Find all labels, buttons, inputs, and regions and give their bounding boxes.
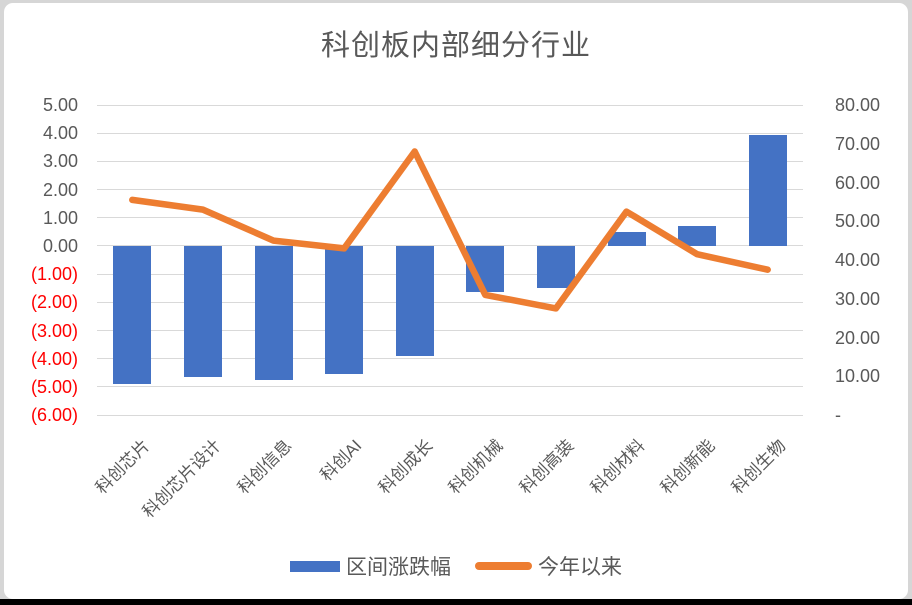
chart-card (4, 3, 908, 599)
bar-科创芯片设计 (183, 245, 222, 377)
bar-科创AI (325, 245, 364, 375)
gridline (97, 386, 803, 388)
gridline (97, 414, 803, 416)
left-axis-ticks: 5.00 4.00 3.00 2.00 1.00 0.00 (1.00) (2.00) (3.0… (0, 95, 78, 425)
left-axis-tick: (4.00) (30, 348, 78, 369)
right-axis-tick: 70.00 (835, 133, 881, 154)
bar-swatch-icon (290, 560, 340, 572)
bar-科创材料 (607, 231, 646, 246)
gridline (97, 301, 803, 303)
right-axis-tick: 30.00 (835, 288, 881, 309)
gridline (97, 330, 803, 331)
legend-bar-label: 区间涨跌幅 (346, 556, 451, 579)
bar-科创信息 (254, 245, 293, 380)
bottom-bar (0, 599, 912, 605)
right-axis-tick: 80.00 (835, 95, 881, 115)
gridline (97, 132, 803, 134)
left-axis-tick: (1.00) (30, 264, 78, 285)
chart-title: 科创板内部细分行业 (320, 30, 591, 62)
bar-科创芯片 (113, 245, 152, 384)
left-axis-tick: 3.00 (42, 151, 78, 172)
right-axis-ticks: 80.00 70.00 60.00 50.00 40.00 30.00 20.00 10.00… (835, 95, 910, 425)
right-axis-tick: 60.00 (835, 172, 881, 193)
left-axis-tick: 4.00 (42, 123, 78, 144)
right-axis-tick: 40.00 (835, 250, 881, 270)
gridline (97, 160, 803, 162)
gridline (97, 104, 803, 106)
left-axis-tick: 1.00 (42, 207, 78, 228)
bar-科创高装 (536, 245, 575, 289)
bar-科创新能 (678, 226, 717, 246)
line-swatch-icon (475, 562, 532, 570)
left-axis-tick: (2.00) (30, 292, 78, 313)
left-axis-tick: (6.00) (30, 405, 78, 425)
left-axis-tick: (5.00) (30, 376, 78, 397)
right-axis-tick: - (835, 405, 841, 425)
left-axis-tick: 0.00 (42, 235, 78, 256)
left-axis-tick: 2.00 (42, 179, 78, 200)
legend-item-line: 今年以来 (475, 551, 622, 581)
line-series (129, 148, 771, 312)
legend-item-bar: 区间涨跌幅 (290, 551, 451, 581)
legend: 区间涨跌幅 今年以来 (0, 548, 912, 584)
left-axis-tick: (3.00) (30, 320, 78, 341)
legend-line-label: 今年以来 (538, 556, 622, 579)
bar-科创生物 (748, 134, 787, 246)
left-axis-tick: 5.00 (42, 95, 78, 115)
right-axis-tick: 50.00 (835, 211, 881, 232)
right-axis-tick: 10.00 (835, 366, 881, 387)
bar-科创成长 (395, 245, 434, 356)
gridline (97, 273, 803, 275)
gridline (97, 245, 803, 247)
plot-area (97, 104, 803, 416)
line-today (129, 148, 771, 312)
right-axis-tick: 20.00 (835, 327, 881, 348)
gridline (97, 358, 803, 360)
gridline (97, 189, 803, 190)
